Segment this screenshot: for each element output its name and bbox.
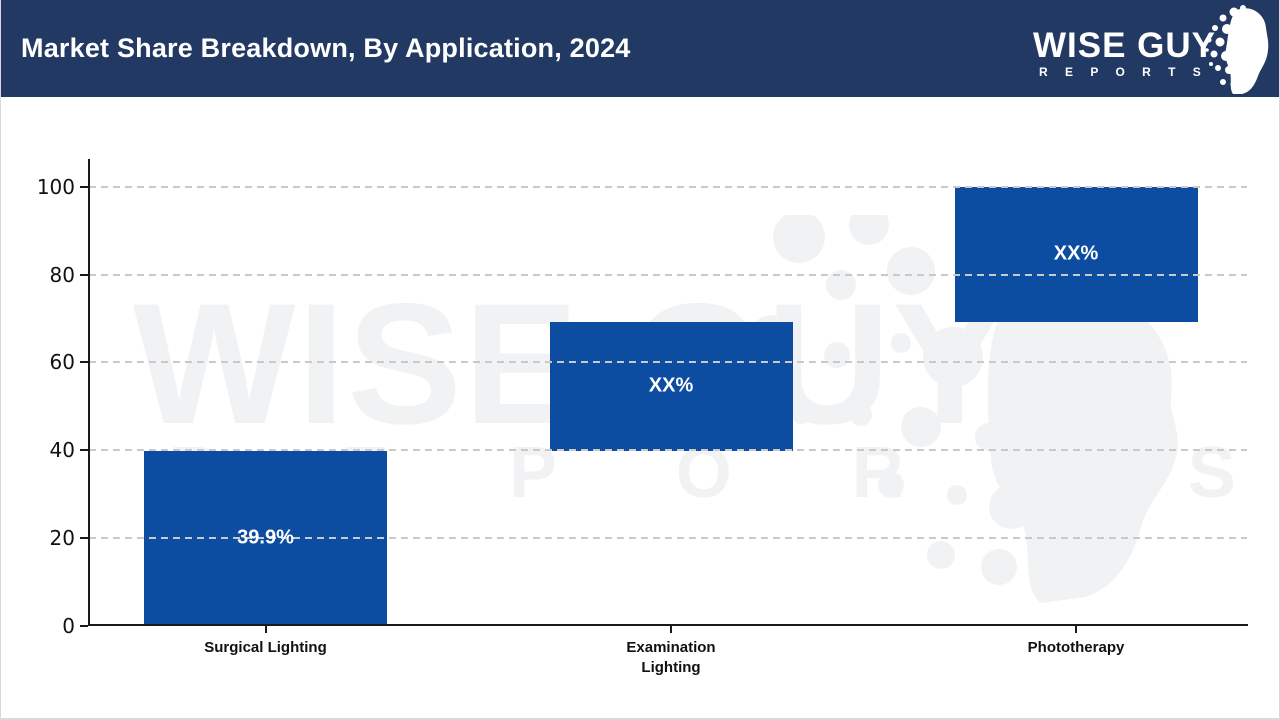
x-category-label: Surgical Lighting	[204, 639, 327, 656]
bar-value-label: XX%	[1053, 242, 1099, 265]
x-category-label: Phototherapy	[1027, 639, 1125, 656]
gridline-100	[89, 186, 1247, 188]
bar-2	[549, 321, 793, 451]
logo-wordmark: WISE GUY	[1033, 26, 1217, 65]
y-tick-label: 100	[36, 175, 75, 199]
x-axis-line	[88, 624, 1248, 626]
y-tick-mark	[80, 624, 88, 627]
y-tick-mark	[80, 536, 88, 539]
gridline-80	[89, 273, 1247, 276]
y-tick-mark	[80, 361, 88, 364]
x-tick-mark	[670, 626, 672, 633]
gridline-20	[89, 536, 1247, 539]
x-tick-mark	[264, 626, 267, 633]
y-tick-label: 0	[62, 613, 75, 638]
x-tick-mark	[1075, 626, 1077, 633]
y-tick-mark	[80, 273, 88, 276]
bar-value-label: 39.9%	[237, 526, 294, 549]
x-category-label: Examination Lighting	[626, 639, 716, 676]
wise-guy-logo: WISE GUY R E P O R T S	[995, 0, 1273, 97]
gridline-60	[89, 361, 1247, 364]
page-title: Market Share Breakdown, By Application, …	[21, 33, 631, 63]
logo-subtitle: R E P O R T S	[1039, 65, 1208, 79]
logo-face-icon	[1205, 5, 1269, 94]
bar-3	[954, 187, 1198, 322]
chart-area: WISE GUY R E P O R T S 0 20 40 60 80 100 39.9%	[1, 97, 1279, 718]
gridline-40	[89, 449, 1247, 452]
y-axis-line	[88, 159, 90, 626]
y-tick-mark	[80, 186, 88, 188]
y-tick-label: 20	[49, 525, 75, 550]
y-tick-mark	[80, 449, 88, 452]
watermark-face-icon	[751, 215, 1178, 603]
header-bar: Market Share Breakdown, By Application, …	[1, 0, 1279, 97]
y-tick-label: 60	[49, 350, 75, 375]
bar-value-label: XX%	[648, 374, 694, 397]
y-tick-label: 80	[49, 262, 75, 287]
y-tick-label: 40	[49, 438, 75, 463]
